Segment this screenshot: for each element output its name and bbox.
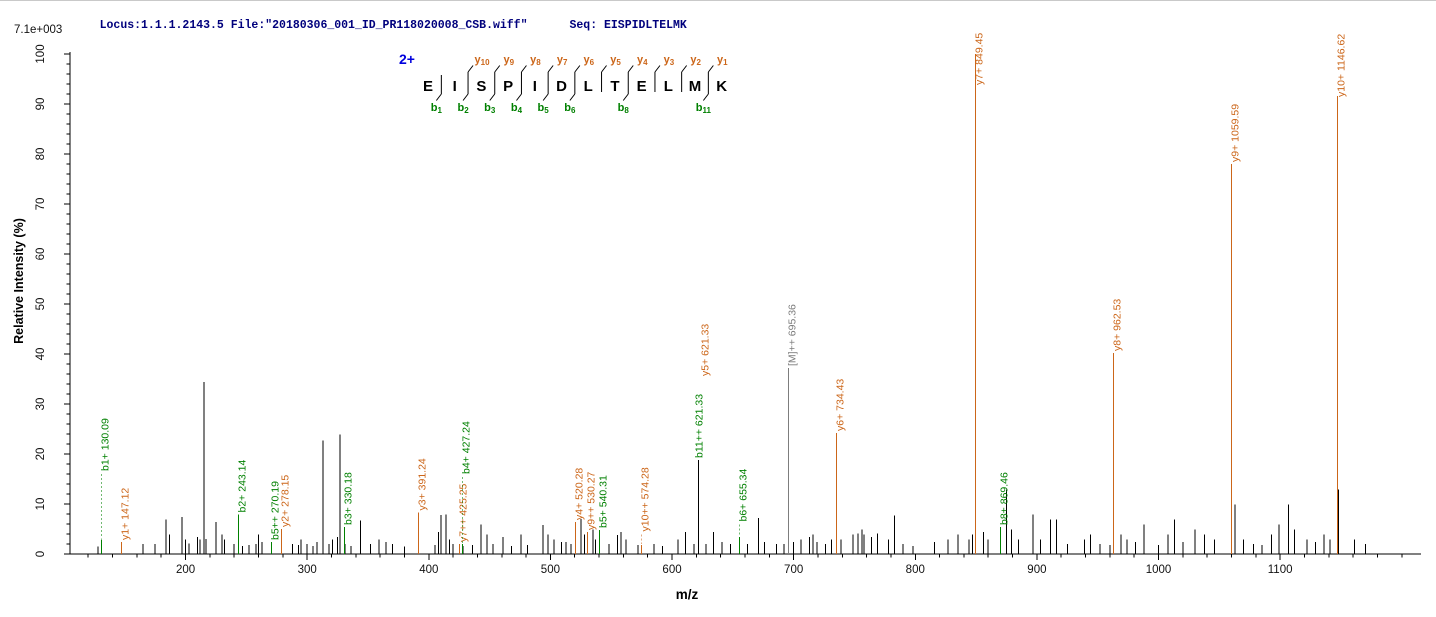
y-tick-label: 50: [35, 298, 47, 311]
sequence-letter: M: [689, 78, 702, 95]
ion-peak-label: b3+ 330.18: [343, 472, 355, 525]
ion-peak-label: [M]++ 695.36: [787, 304, 799, 366]
fragment-divider: [462, 65, 474, 101]
background-peaks: [97, 382, 1366, 554]
b-ion-marker: b6: [564, 102, 576, 115]
fragment-divider: [516, 65, 527, 101]
ion-peak-label: y10++ 574.28: [640, 467, 652, 531]
ion-peak-label: y7++ 425.25: [458, 483, 470, 542]
b-ion-marker: b3: [484, 102, 496, 115]
y-tick-label: 10: [35, 498, 47, 511]
ion-peak-label: y3+ 391.24: [417, 458, 429, 510]
ion-peak-label: b8+ 869.46: [999, 472, 1011, 525]
y-ion-marker: y10: [475, 54, 491, 67]
ion-peak-label: b5+ 540.31: [598, 475, 610, 528]
ion-peak-label: y5+ 621.33: [700, 324, 712, 376]
ion-peak-label: b11++ 621.33: [694, 394, 706, 458]
sequence-letter: T: [610, 78, 619, 95]
b-ion-marker: b1: [431, 102, 443, 115]
sequence-letter: I: [533, 78, 537, 95]
sequence-letter: S: [476, 78, 486, 95]
ion-peak-label: b1+ 130.09: [100, 418, 112, 471]
ion-peak-label: y6+ 734.43: [835, 379, 847, 431]
x-axis-title: m/z: [676, 587, 699, 602]
y-tick-label: 0: [35, 551, 47, 557]
b-ion-marker: b2: [457, 102, 469, 115]
y-tick-label: 30: [35, 398, 47, 411]
y-axis: 0 10 20 30 40 50 60 70 80 90 100: [35, 44, 70, 557]
ion-peak-label: b2+ 243.14: [237, 459, 249, 512]
ion-peak-label: y2+ 278.15: [280, 475, 292, 527]
x-tick-label: 1100: [1268, 564, 1293, 576]
y-tick-label: 20: [35, 448, 47, 461]
y-axis-title: Relative Intensity (%): [12, 218, 26, 344]
y-ion-marker: y8: [530, 54, 541, 67]
x-tick-label: 800: [906, 564, 925, 576]
ion-peak-label: y9++ 530.27: [586, 471, 598, 530]
fragment-divider: [435, 75, 442, 101]
y-ion-marker: y7: [557, 54, 568, 67]
x-tick-label: 1000: [1146, 564, 1172, 576]
sequence-letter: E: [423, 78, 433, 95]
sequence-letter: L: [584, 78, 593, 95]
y-ion-marker: y1: [717, 54, 728, 67]
ion-peak-label: y10+ 1146.62: [1336, 34, 1348, 97]
sequence-letter: L: [664, 78, 673, 95]
fragment-divider: [601, 65, 607, 92]
y-ion-marker: y5: [610, 54, 621, 67]
y-ion-marker: y3: [664, 54, 675, 67]
ion-peak-label: y7+ 849.45: [974, 33, 986, 85]
fragment-divider: [702, 65, 714, 101]
fragment-divider: [489, 65, 501, 101]
sequence-letter: K: [716, 78, 727, 95]
sequence-label: Seq: EISPIDLTELMK: [569, 19, 687, 32]
fragment-divider: [569, 65, 581, 101]
y-ion-marker: y2: [690, 54, 701, 67]
y-tick-label: 90: [35, 98, 47, 111]
y-tick-label: 40: [35, 348, 47, 361]
fragment-divider: [654, 65, 661, 92]
x-tick-label: 900: [1027, 564, 1046, 576]
sequence-letter: D: [556, 78, 567, 95]
fragment-divider: [681, 65, 688, 92]
ion-peak-label: y1+ 147.12: [120, 488, 132, 540]
x-tick-label: 400: [419, 564, 438, 576]
x-tick-label: 600: [662, 564, 681, 576]
sequence-letter: I: [453, 78, 457, 95]
fragment-divider: [622, 65, 634, 101]
y-tick-label: 70: [35, 198, 47, 211]
x-tick-label: 500: [541, 564, 560, 576]
b-ion-marker: b11: [696, 102, 712, 115]
max-intensity-label: 7.1e+003: [14, 24, 63, 36]
locus-file-label: Locus:1.1.1.2143.5 File:"20180306_001_ID…: [99, 19, 528, 32]
fragment-divider: [542, 65, 554, 101]
y-ion-marker: y9: [503, 54, 514, 67]
sequence-letter: P: [503, 78, 513, 95]
ion-peak-label: b6+ 655.34: [738, 468, 750, 521]
y-ion-marker: y6: [584, 54, 595, 67]
ion-peak-label: b4+ 427.24: [461, 421, 473, 474]
ion-peak-label: b5++ 270.19: [270, 481, 282, 540]
sequence-letter: E: [637, 78, 647, 95]
ion-peaks: b1+ 130.09 y1+ 147.12 b2+ 243.14 b5++ 270.1…: [100, 33, 1348, 554]
x-tick-label: 300: [298, 564, 317, 576]
b-ion-marker: b8: [618, 102, 630, 115]
y-tick-label: 80: [35, 148, 47, 161]
b-ion-marker: b5: [538, 102, 550, 115]
ion-peak-label: y9+ 1059.59: [1230, 104, 1242, 162]
x-tick-label: 700: [784, 564, 803, 576]
b-ion-marker: b4: [511, 102, 523, 115]
y-tick-label: 60: [35, 248, 47, 261]
x-tick-label: 200: [176, 564, 195, 576]
ion-peak-label: y4+ 520.28: [574, 468, 586, 520]
y-ion-marker: y4: [637, 54, 648, 67]
ion-peak-label: y8+ 962.53: [1112, 299, 1124, 351]
charge-state-label: 2+: [399, 51, 415, 67]
x-axis: 200 300 400 500 600 700 800 900 1000 1100: [87, 554, 1403, 576]
header: Locus:1.1.1.2143.5 File:"20180306_001_ID…: [72, 6, 687, 45]
y-tick-label: 100: [35, 44, 47, 63]
